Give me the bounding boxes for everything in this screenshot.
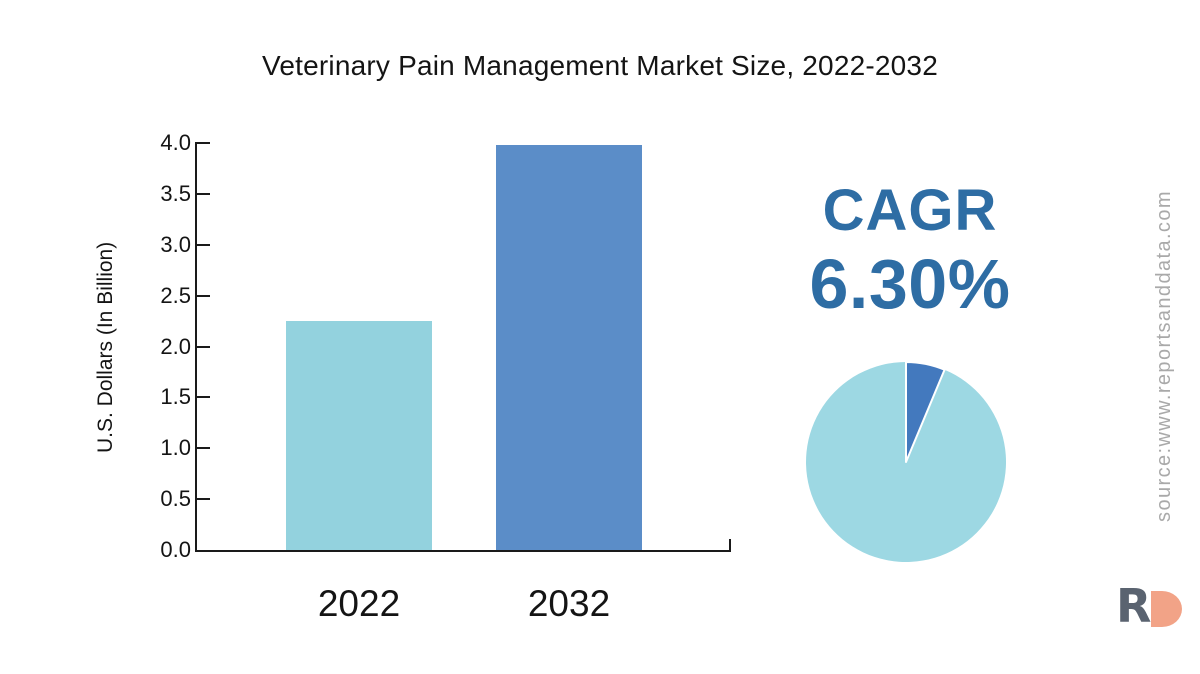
logo-letter-r: R <box>1116 579 1152 633</box>
source-watermark: source:www.reportsanddata.com <box>1153 190 1175 522</box>
chart-title: Veterinary Pain Management Market Size, … <box>262 50 938 81</box>
y-tick-label: 0.5 <box>160 486 191 512</box>
y-tick-mark <box>197 447 210 450</box>
y-tick-mark <box>197 396 210 399</box>
y-tick-mark <box>197 192 210 195</box>
cagr-value: 6.30% <box>809 245 1011 323</box>
y-tick-label: 0.0 <box>160 537 191 562</box>
pie-chart <box>806 361 1007 562</box>
y-tick-mark <box>197 243 210 246</box>
y-tick-label: 3.0 <box>160 231 191 257</box>
y-tick-label: 2.5 <box>160 282 191 308</box>
x-axis-spine <box>195 550 731 552</box>
logo-d-icon <box>1151 591 1182 627</box>
y-tick-label: 1.5 <box>160 384 191 410</box>
bar-2022 <box>286 321 432 550</box>
y-tick-mark <box>197 142 210 144</box>
pie-slice-cagr <box>905 361 946 463</box>
y-tick-label: 2.0 <box>160 333 191 359</box>
x-tick-label: 2022 <box>317 583 401 624</box>
x-tick-label: 2032 <box>527 583 611 624</box>
y-tick-mark <box>197 345 210 348</box>
brand-logo: R <box>1114 579 1190 634</box>
y-tick-mark <box>197 294 210 297</box>
y-tick-label: 4.0 <box>160 130 191 155</box>
y-tick-label: 1.0 <box>160 435 191 461</box>
y-tick-mark <box>197 498 210 501</box>
x-axis-end-tick <box>729 539 731 550</box>
y-axis-spine <box>195 142 197 552</box>
cagr-block: CAGR 6.30% <box>760 178 1060 323</box>
cagr-label: CAGR <box>822 178 998 243</box>
bar-2032 <box>496 145 642 550</box>
y-tick-label: 3.5 <box>160 180 191 206</box>
